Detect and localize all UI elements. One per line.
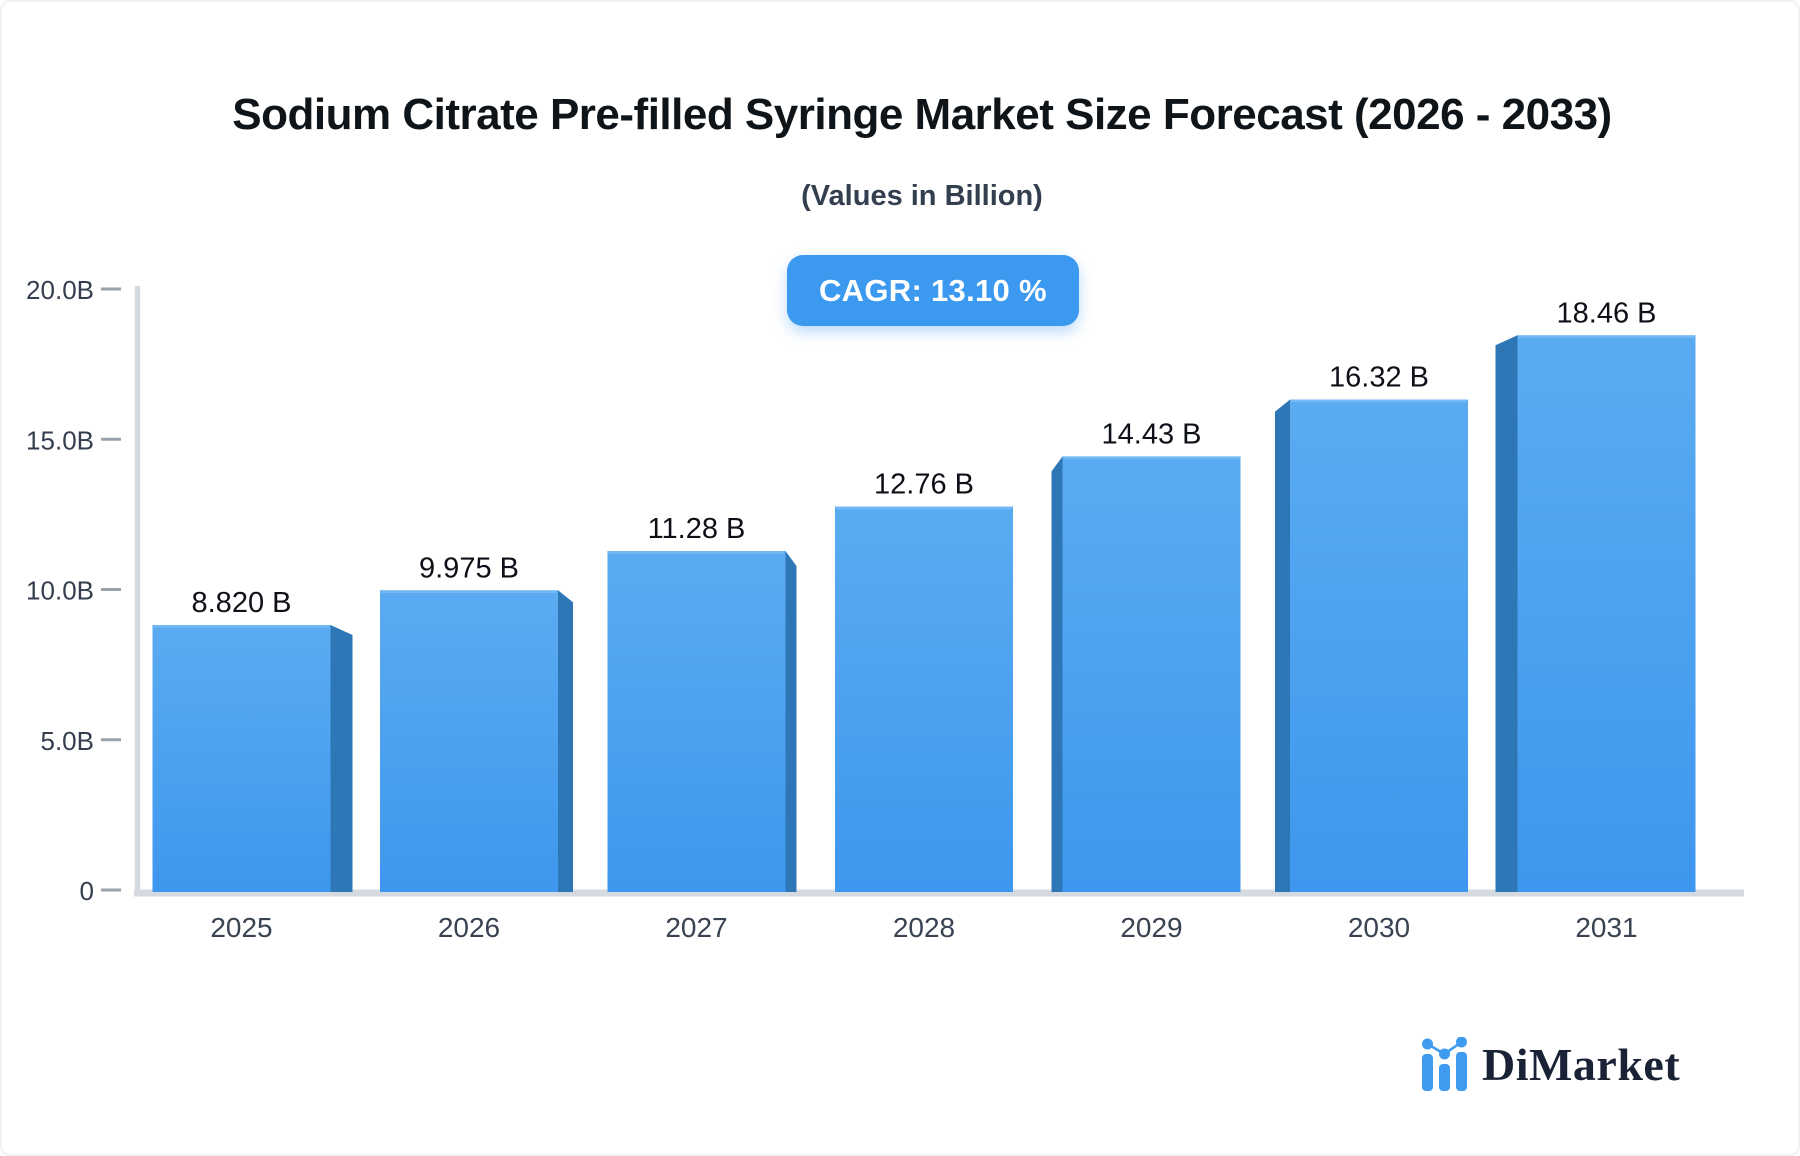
bar-value-label: 12.76 B [874, 469, 974, 501]
x-axis-category-label: 2026 [438, 912, 500, 943]
x-axis-category-label: 2027 [665, 912, 727, 943]
y-axis-tick-label: 10.0B [26, 576, 94, 606]
bar-front-face [835, 506, 1013, 892]
x-axis-category-label: 2030 [1348, 912, 1410, 943]
bar-front-face [152, 624, 331, 892]
bar-2027[interactable]: 11.28 B 2027 [607, 513, 797, 943]
bar-value-label: 8.820 B [192, 587, 292, 619]
y-axis-tick-label: 15.0B [26, 425, 94, 455]
bar-2029[interactable]: 14.43 B 2029 [1051, 418, 1241, 943]
bar-side-face [1495, 335, 1518, 893]
bar-front-face [1062, 456, 1241, 892]
page-subtitle: (Values in Billion) [801, 180, 1043, 212]
bar-2025[interactable]: 8.820 B 2025 [152, 587, 353, 943]
bar-side-face [558, 590, 573, 892]
bar-value-label: 14.43 B [1102, 418, 1202, 450]
bar-front-face [607, 551, 786, 892]
cagr-badge: CAGR: 13.10 % [787, 255, 1079, 326]
x-axis-category-label: 2025 [210, 912, 272, 943]
bar-front-face [1517, 335, 1696, 893]
bar-side-face [785, 551, 797, 892]
bar-front-face [1290, 399, 1468, 892]
cagr-badge-label: CAGR: 13.10 % [819, 272, 1047, 308]
brand-name: DiMarket [1482, 1039, 1681, 1091]
bar-2026[interactable]: 9.975 B 2026 [380, 552, 573, 943]
bar-value-label: 11.28 B [648, 513, 746, 545]
bar-value-label: 18.46 B [1557, 297, 1657, 329]
y-axis-tick-label: 0 [80, 876, 94, 906]
bar-chart-logo-icon [1422, 1037, 1467, 1091]
bar-2028[interactable]: 12.76 B 2028 [835, 469, 1013, 943]
bar-value-label: 16.32 B [1329, 362, 1429, 394]
bar-side-face [1275, 399, 1290, 892]
brand-logo: DiMarket [1422, 1037, 1680, 1091]
y-axis-tick-label: 5.0B [41, 726, 95, 756]
x-axis-category-label: 2028 [893, 912, 955, 943]
bar-side-face [330, 624, 353, 892]
bar-2030[interactable]: 16.32 B 2030 [1275, 362, 1468, 943]
x-axis-category-label: 2029 [1120, 912, 1182, 943]
bar-value-label: 9.975 B [419, 552, 519, 584]
x-axis-category-label: 2031 [1575, 912, 1637, 943]
bar-2031[interactable]: 18.46 B 2031 [1495, 297, 1696, 943]
page-title: Sodium Citrate Pre-filled Syringe Market… [232, 90, 1612, 139]
y-axis-tick-label: 20.0B [26, 275, 94, 305]
bar-side-face [1051, 456, 1063, 892]
bar-front-face [380, 590, 558, 892]
